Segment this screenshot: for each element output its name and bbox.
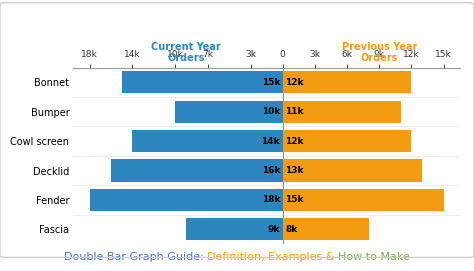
Text: Previous Year
Orders: Previous Year Orders — [342, 42, 417, 63]
Text: 8k: 8k — [285, 225, 298, 234]
Text: 13k: 13k — [285, 166, 304, 175]
Bar — [283, 218, 369, 240]
Bar — [283, 160, 422, 182]
Bar — [122, 72, 283, 93]
Bar — [283, 101, 401, 123]
Bar — [283, 130, 411, 152]
Text: 14k: 14k — [262, 137, 280, 146]
Bar — [111, 160, 283, 182]
Text: 11k: 11k — [285, 107, 304, 116]
Text: 9k: 9k — [268, 225, 280, 234]
Text: 15k: 15k — [285, 195, 304, 204]
Bar — [90, 189, 283, 211]
Text: Current Year
Orders: Current Year Orders — [151, 42, 221, 63]
Text: 12k: 12k — [285, 137, 304, 146]
Bar — [283, 72, 411, 93]
Bar — [175, 101, 283, 123]
Text: 16k: 16k — [262, 166, 280, 175]
Bar — [133, 130, 283, 152]
Text: Definition, Examples &: Definition, Examples & — [207, 251, 338, 262]
Bar — [283, 189, 444, 211]
Text: 15k: 15k — [262, 78, 280, 87]
Bar — [186, 218, 283, 240]
Text: Double Bar Graph Guide:: Double Bar Graph Guide: — [64, 251, 207, 262]
Text: 10k: 10k — [262, 107, 280, 116]
Text: 18k: 18k — [262, 195, 280, 204]
Text: How to Make: How to Make — [338, 251, 410, 262]
Text: 12k: 12k — [285, 78, 304, 87]
